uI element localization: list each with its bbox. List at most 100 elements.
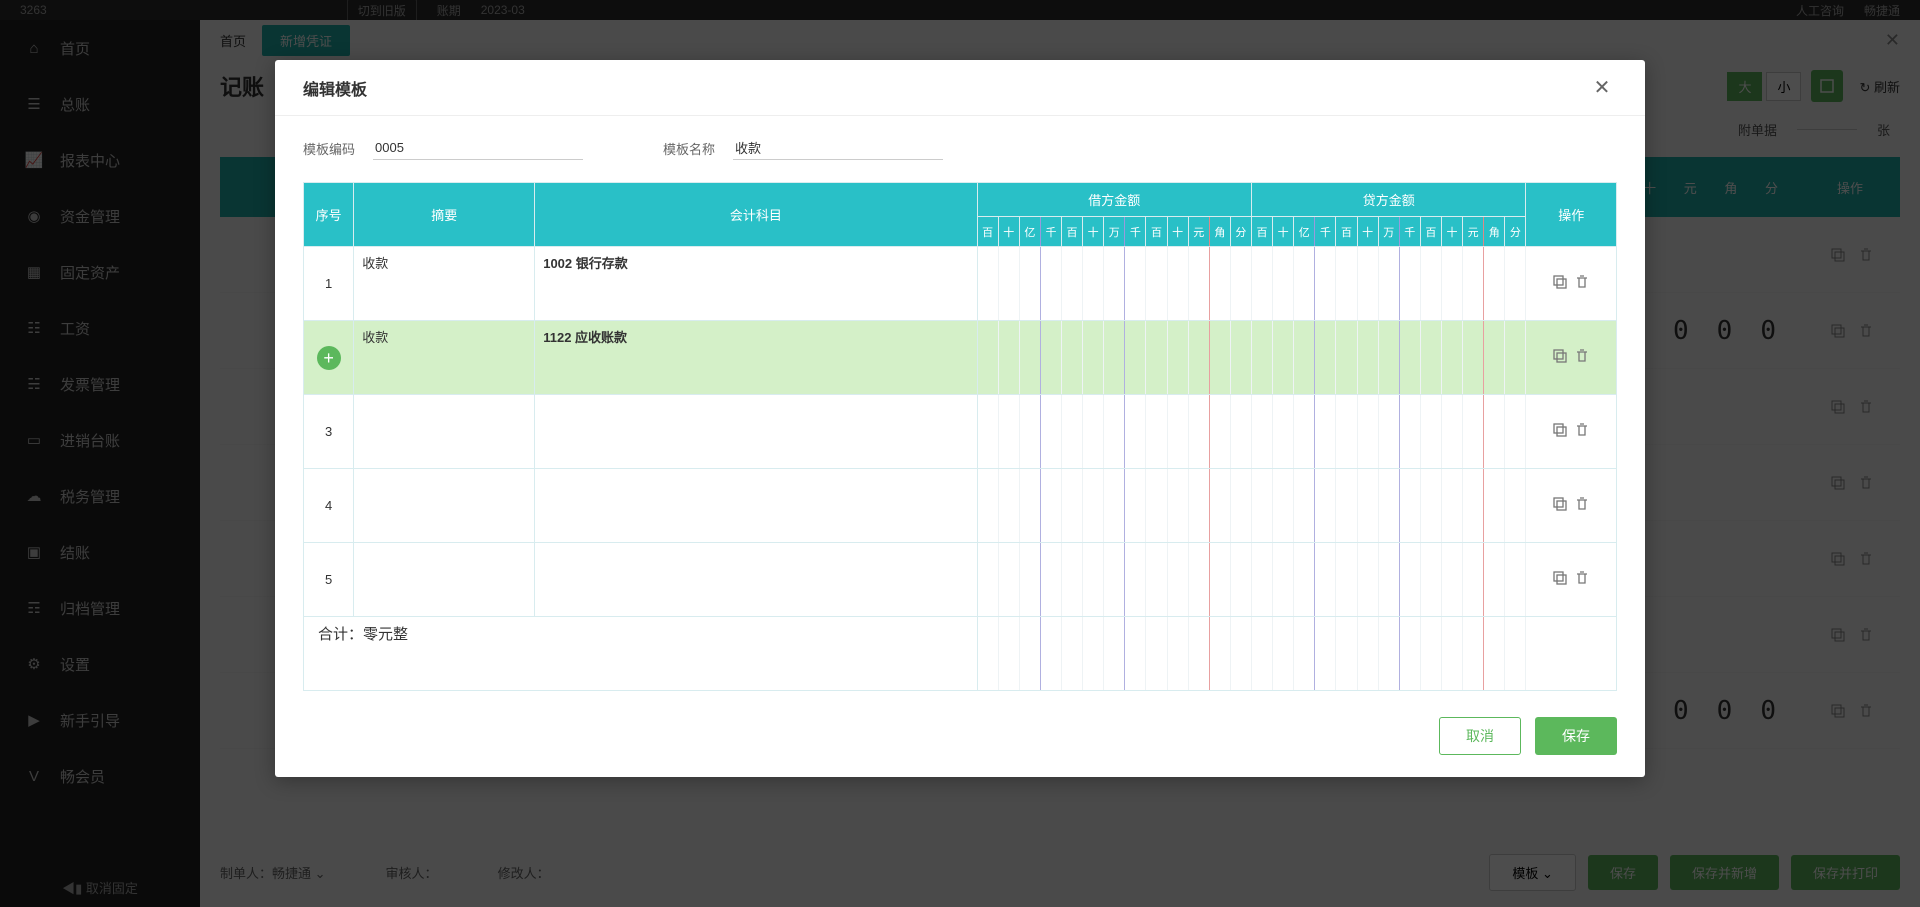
digit-cell[interactable] [1463, 321, 1484, 395]
digit-cell[interactable] [1378, 321, 1399, 395]
digit-cell[interactable] [1146, 321, 1167, 395]
digit-cell[interactable] [1505, 617, 1526, 691]
digit-cell[interactable] [1251, 543, 1272, 617]
digit-cell[interactable] [1104, 543, 1125, 617]
delete-icon[interactable] [1574, 348, 1590, 364]
subject-cell[interactable] [535, 543, 977, 617]
digit-cell[interactable] [1463, 617, 1484, 691]
digit-cell[interactable] [1420, 247, 1441, 321]
digit-cell[interactable] [1315, 543, 1336, 617]
copy-icon[interactable] [1552, 422, 1568, 438]
digit-cell[interactable] [1062, 321, 1083, 395]
digit-cell[interactable] [977, 247, 998, 321]
digit-cell[interactable] [1273, 395, 1294, 469]
digit-cell[interactable] [1104, 395, 1125, 469]
copy-icon[interactable] [1552, 496, 1568, 512]
digit-cell[interactable] [1315, 321, 1336, 395]
digit-cell[interactable] [1146, 617, 1167, 691]
digit-cell[interactable] [1484, 321, 1505, 395]
digit-cell[interactable] [1019, 543, 1040, 617]
digit-cell[interactable] [1167, 469, 1188, 543]
digit-cell[interactable] [1357, 543, 1378, 617]
digit-cell[interactable] [1040, 321, 1061, 395]
digit-cell[interactable] [977, 321, 998, 395]
digit-cell[interactable] [1378, 469, 1399, 543]
summary-cell[interactable]: 收款 [354, 321, 535, 395]
digit-cell[interactable] [1441, 617, 1462, 691]
digit-cell[interactable] [1336, 395, 1357, 469]
digit-cell[interactable] [1230, 543, 1251, 617]
subject-cell[interactable]: 1002 银行存款 [535, 247, 977, 321]
digit-cell[interactable] [1251, 469, 1272, 543]
digit-cell[interactable] [1209, 543, 1230, 617]
digit-cell[interactable] [1209, 617, 1230, 691]
digit-cell[interactable] [1484, 395, 1505, 469]
copy-icon[interactable] [1552, 570, 1568, 586]
digit-cell[interactable] [1399, 469, 1420, 543]
digit-cell[interactable] [1167, 543, 1188, 617]
digit-cell[interactable] [1505, 395, 1526, 469]
subject-cell[interactable] [535, 395, 977, 469]
digit-cell[interactable] [1251, 321, 1272, 395]
digit-cell[interactable] [1104, 617, 1125, 691]
digit-cell[interactable] [1315, 395, 1336, 469]
digit-cell[interactable] [1273, 247, 1294, 321]
digit-cell[interactable] [1294, 617, 1315, 691]
digit-cell[interactable] [1315, 469, 1336, 543]
digit-cell[interactable] [1378, 395, 1399, 469]
digit-cell[interactable] [1230, 469, 1251, 543]
digit-cell[interactable] [1441, 247, 1462, 321]
add-row-button[interactable]: + [317, 346, 341, 370]
digit-cell[interactable] [1125, 395, 1146, 469]
digit-cell[interactable] [1357, 321, 1378, 395]
digit-cell[interactable] [1019, 395, 1040, 469]
digit-cell[interactable] [1251, 247, 1272, 321]
digit-cell[interactable] [1062, 247, 1083, 321]
digit-cell[interactable] [1209, 321, 1230, 395]
summary-cell[interactable] [354, 395, 535, 469]
subject-cell[interactable]: 1122 应收账款 [535, 321, 977, 395]
digit-cell[interactable] [1336, 469, 1357, 543]
digit-cell[interactable] [1294, 247, 1315, 321]
digit-cell[interactable] [1083, 395, 1104, 469]
digit-cell[interactable] [1336, 321, 1357, 395]
digit-cell[interactable] [1441, 395, 1462, 469]
digit-cell[interactable] [1167, 321, 1188, 395]
digit-cell[interactable] [1484, 617, 1505, 691]
digit-cell[interactable] [1125, 321, 1146, 395]
digit-cell[interactable] [1125, 543, 1146, 617]
delete-icon[interactable] [1574, 422, 1590, 438]
digit-cell[interactable] [1209, 395, 1230, 469]
digit-cell[interactable] [1484, 543, 1505, 617]
summary-cell[interactable]: 收款 [354, 247, 535, 321]
delete-icon[interactable] [1574, 274, 1590, 290]
digit-cell[interactable] [1125, 247, 1146, 321]
digit-cell[interactable] [977, 395, 998, 469]
digit-cell[interactable] [1273, 543, 1294, 617]
digit-cell[interactable] [1357, 617, 1378, 691]
delete-icon[interactable] [1574, 496, 1590, 512]
digit-cell[interactable] [1040, 617, 1061, 691]
digit-cell[interactable] [998, 543, 1019, 617]
digit-cell[interactable] [1463, 247, 1484, 321]
digit-cell[interactable] [1230, 617, 1251, 691]
digit-cell[interactable] [1230, 247, 1251, 321]
digit-cell[interactable] [1315, 247, 1336, 321]
digit-cell[interactable] [1315, 617, 1336, 691]
digit-cell[interactable] [1357, 247, 1378, 321]
digit-cell[interactable] [998, 469, 1019, 543]
digit-cell[interactable] [1083, 469, 1104, 543]
digit-cell[interactable] [1104, 469, 1125, 543]
digit-cell[interactable] [1040, 395, 1061, 469]
digit-cell[interactable] [1357, 395, 1378, 469]
digit-cell[interactable] [998, 321, 1019, 395]
digit-cell[interactable] [1273, 469, 1294, 543]
digit-cell[interactable] [998, 617, 1019, 691]
digit-cell[interactable] [1251, 617, 1272, 691]
template-name-input[interactable] [733, 136, 943, 160]
digit-cell[interactable] [1062, 469, 1083, 543]
digit-cell[interactable] [1188, 247, 1209, 321]
digit-cell[interactable] [1167, 395, 1188, 469]
digit-cell[interactable] [1040, 543, 1061, 617]
delete-icon[interactable] [1574, 570, 1590, 586]
